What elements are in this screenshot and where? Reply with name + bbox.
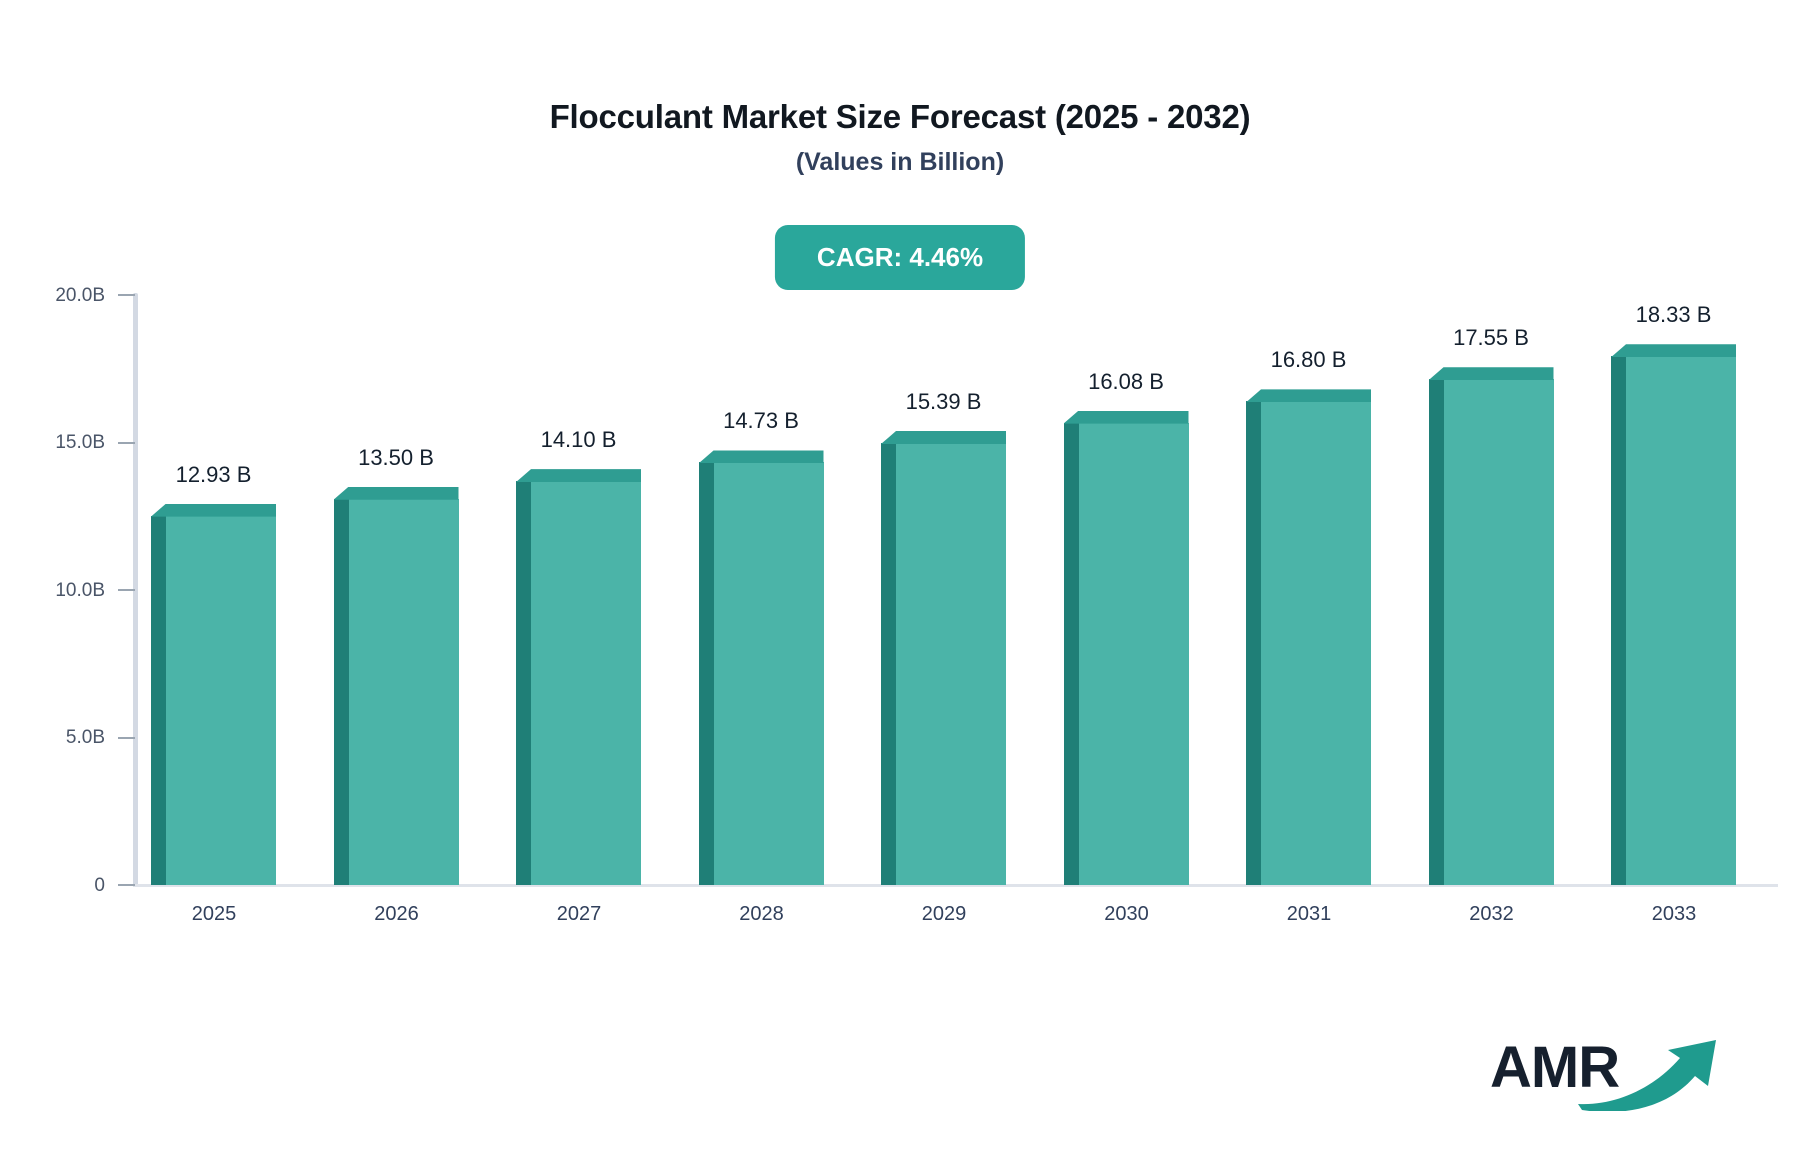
- bar-side-face: [333, 498, 349, 885]
- x-tick-label: 2028: [739, 903, 784, 925]
- bar-value-label: 12.93 B: [175, 461, 252, 487]
- bar-top-face: [1246, 389, 1371, 403]
- chart-subtitle: (Values in Billion): [795, 148, 1005, 176]
- bar[interactable]: [1428, 367, 1554, 885]
- cagr-badge: CAGR: 4.46%: [774, 225, 1026, 290]
- bar-value-label: 13.50 B: [358, 444, 434, 470]
- bar-front-face: [348, 498, 459, 885]
- bar-top-face: [151, 503, 276, 517]
- x-axis-line: [133, 884, 1778, 887]
- bar-side-face: [1063, 422, 1079, 885]
- y-tick-label: 20.0B: [55, 284, 105, 306]
- bar-side-face: [1246, 401, 1261, 885]
- x-tick-label: 2029: [921, 903, 967, 925]
- bar[interactable]: [516, 469, 641, 885]
- bar-value-label: 17.55 B: [1453, 325, 1529, 351]
- bar-side-face: [1428, 379, 1444, 885]
- bar-front-face: [896, 443, 1006, 885]
- bar-top-face: [698, 450, 824, 464]
- y-tick-mark: [118, 294, 135, 296]
- y-axis-line: [133, 293, 138, 886]
- y-tick-label: 10.0B: [55, 579, 105, 601]
- bar[interactable]: [1611, 344, 1736, 885]
- bar-front-face: [1443, 379, 1554, 885]
- x-tick-label: 2032: [1469, 903, 1514, 925]
- bar-group[interactable]: 16.08 B: [1063, 369, 1189, 885]
- bar-front-face: [1626, 356, 1736, 885]
- bar-value-label: 16.08 B: [1088, 368, 1164, 394]
- bar-top-face: [1063, 410, 1189, 424]
- bar-group[interactable]: 13.50 B: [333, 445, 459, 885]
- bar-value-label: 14.10 B: [540, 427, 617, 453]
- x-tick-label: 2027: [556, 903, 602, 925]
- amr-logo: AMR: [1490, 1026, 1720, 1116]
- x-tick-label: 2030: [1104, 903, 1149, 925]
- bar-side-face: [881, 443, 896, 885]
- x-tick-label: 2031: [1286, 903, 1332, 925]
- bar[interactable]: [1246, 389, 1371, 885]
- bar-front-face: [531, 481, 641, 885]
- bar-group[interactable]: 16.80 B: [1246, 347, 1371, 885]
- bar[interactable]: [151, 503, 276, 885]
- y-tick-mark: [118, 589, 135, 591]
- bar-group[interactable]: 17.55 B: [1428, 325, 1554, 885]
- bar-top-face: [1428, 367, 1554, 381]
- y-tick-label: 0: [94, 874, 105, 896]
- bar-top-face: [516, 469, 641, 483]
- y-tick-label: 15.0B: [55, 432, 105, 453]
- bar[interactable]: [1063, 410, 1189, 885]
- bar-top-face: [881, 431, 1006, 444]
- bar-value-label: 18.33 B: [1635, 302, 1712, 328]
- bar-side-face: [698, 462, 714, 885]
- bar[interactable]: [881, 431, 1006, 885]
- growth-arrow-icon: [1578, 1040, 1716, 1111]
- bar-top-face: [1611, 344, 1736, 358]
- bar-top-face: [333, 486, 459, 500]
- y-tick-label: 5.0B: [65, 727, 105, 748]
- x-tick-label: 2033: [1651, 903, 1697, 925]
- bar-front-face: [1261, 401, 1371, 885]
- bar-front-face: [166, 515, 276, 885]
- bar-side-face: [151, 515, 166, 885]
- x-tick-label: 2026: [374, 903, 419, 925]
- bar-group[interactable]: 18.33 B: [1611, 302, 1736, 885]
- bar-group[interactable]: 14.10 B: [516, 427, 641, 885]
- y-tick-mark: [118, 736, 135, 739]
- y-tick-mark: [118, 884, 135, 886]
- bar-value-label: 14.73 B: [723, 408, 799, 434]
- page-title: Flocculant Market Size Forecast (2025 - …: [549, 98, 1251, 135]
- bar-group[interactable]: 12.93 B: [151, 462, 276, 885]
- bar-group[interactable]: 14.73 B: [698, 408, 824, 885]
- bar-front-face: [713, 462, 824, 885]
- bar[interactable]: [698, 450, 824, 885]
- bar-side-face: [1611, 356, 1626, 885]
- bar-value-label: 15.39 B: [905, 389, 982, 414]
- bar-value-label: 16.80 B: [1270, 347, 1347, 373]
- bar-group[interactable]: 15.39 B: [881, 389, 1006, 885]
- bar-front-face: [1078, 422, 1189, 885]
- x-tick-label: 2025: [191, 903, 237, 925]
- amr-logo-text: AMR: [1490, 1035, 1620, 1100]
- bar-side-face: [516, 481, 531, 885]
- bar[interactable]: [333, 486, 459, 885]
- y-tick-mark: [118, 441, 135, 444]
